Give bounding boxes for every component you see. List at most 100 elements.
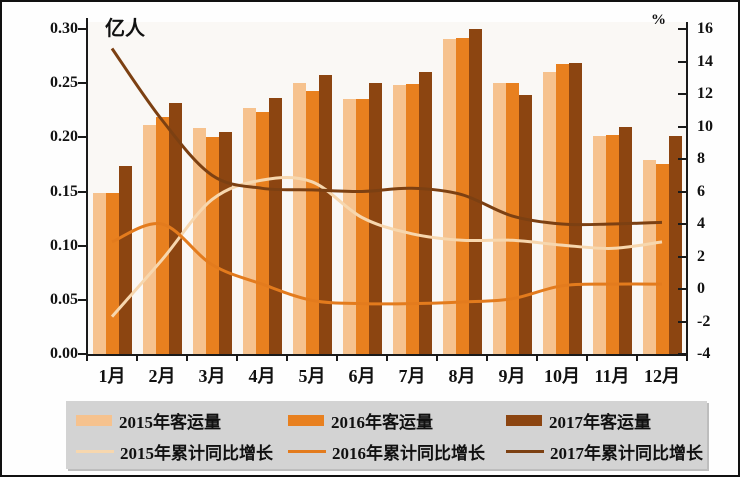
bar-2016-m11	[605, 135, 619, 354]
bar-2016-m12	[655, 164, 669, 354]
right-axis-tick-label: 14	[697, 52, 713, 70]
left-axis-tick-label: 0.20	[50, 128, 78, 146]
x-axis-label: 4月	[248, 366, 276, 386]
legend-item-line-2015: 2015年累计同比增长	[76, 436, 273, 466]
legend-bar-swatch	[288, 414, 324, 426]
x-axis-label: 9月	[498, 366, 526, 386]
right-axis-tick	[678, 255, 687, 258]
x-axis-tick	[636, 356, 638, 361]
left-axis-tick	[78, 82, 87, 85]
bar-2015-m11	[592, 136, 606, 354]
bar-2015-m10	[542, 72, 556, 354]
x-axis-label: 2月	[148, 366, 176, 386]
legend-label: 2015年客运量	[119, 412, 221, 432]
right-axis-tick-label: -2	[697, 312, 711, 330]
x-axis-label: 1月	[98, 366, 126, 386]
bar-2016-m2	[155, 116, 169, 354]
right-axis-tick	[678, 288, 687, 290]
bar-2015-m2	[142, 125, 156, 354]
right-axis-unit-label: %	[651, 12, 666, 28]
line-2017	[110, 47, 663, 227]
legend: 2015年客运量 2016年客运量 2017年客运量 2015年累计同比增长 2016年…	[66, 401, 707, 469]
legend-item-bars-2015: 2015年客运量	[76, 405, 221, 435]
right-axis-tick-label: 8	[697, 150, 705, 167]
legend-item-line-2017: 2017年累计同比增长	[506, 436, 703, 466]
x-axis-line	[86, 354, 688, 356]
left-axis-tick-label: 0.30	[50, 20, 78, 37]
legend-bar-swatch	[506, 414, 542, 426]
bar-2015-m6	[342, 99, 356, 354]
legend-line-swatch	[506, 449, 544, 453]
legend-label: 2017年累计同比增长	[550, 443, 703, 463]
right-axis-tick	[678, 190, 687, 193]
bar-2017-m8	[468, 29, 482, 354]
right-axis-tick	[678, 125, 687, 128]
bar-2017-m10	[568, 62, 582, 354]
x-axis-tick	[486, 356, 488, 361]
x-axis-label: 10月	[544, 366, 580, 386]
legend-label: 2017年客运量	[549, 412, 651, 432]
left-axis-tick	[78, 136, 87, 139]
legend-line-swatch	[76, 449, 114, 453]
x-axis-tick	[186, 356, 188, 361]
right-axis-tick-label: -4	[697, 345, 711, 362]
left-axis-unit-label: 亿人	[105, 18, 145, 40]
plot-area	[87, 22, 687, 354]
bar-2016-m4	[255, 112, 269, 354]
x-axis-label: 12月	[644, 366, 680, 386]
bar-2016-m5	[305, 90, 319, 354]
x-axis-tick	[286, 356, 288, 361]
x-axis-tick	[586, 356, 588, 361]
x-axis-tick	[386, 356, 388, 361]
right-axis-tick	[678, 28, 687, 30]
line-2016	[111, 222, 663, 306]
left-axis-tick-label: 0.10	[50, 236, 78, 254]
x-axis-tick	[686, 356, 688, 361]
x-axis-tick	[436, 356, 438, 361]
right-axis-tick	[678, 223, 687, 225]
right-axis-tick	[678, 353, 687, 355]
x-axis-tick	[536, 356, 538, 361]
x-axis-tick	[236, 356, 238, 361]
x-axis-label: 3月	[198, 366, 226, 386]
legend-item-bars-2016: 2016年客运量	[288, 405, 433, 435]
left-axis-tick-label: 0.00	[50, 345, 78, 362]
right-axis-tick	[678, 60, 687, 63]
right-axis-tick-label: 10	[697, 117, 713, 135]
bar-2017-m6	[368, 83, 382, 354]
left-axis-tick-label: 0.25	[50, 74, 78, 92]
bar-2017-m5	[318, 74, 332, 354]
right-axis-tick	[678, 93, 687, 95]
legend-item-line-2016: 2016年累计同比增长	[288, 436, 485, 466]
bar-2015-m3	[192, 127, 206, 354]
bar-2015-m5	[292, 83, 306, 354]
right-axis-tick-label: 12	[697, 85, 713, 102]
bar-2017-m2	[168, 102, 182, 354]
bar-2017-m9	[518, 95, 532, 354]
bar-2015-m7	[392, 85, 406, 354]
bar-2016-m6	[355, 99, 369, 354]
x-axis-label: 6月	[348, 366, 376, 386]
right-axis-tick-label: 16	[697, 20, 713, 37]
x-axis-tick	[336, 356, 338, 361]
left-axis-tick	[78, 298, 87, 301]
x-axis-label: 8月	[448, 366, 476, 386]
bar-2015-m1	[92, 192, 106, 354]
bar-2015-m8	[442, 38, 456, 354]
bar-2017-m3	[218, 131, 232, 354]
x-axis-label: 11月	[594, 366, 630, 386]
bar-2017-m11	[618, 126, 632, 354]
legend-label: 2016年客运量	[331, 412, 433, 432]
left-axis-tick	[78, 353, 87, 355]
bar-2015-m12	[642, 160, 656, 354]
bar-2015-m4	[242, 108, 256, 354]
line-2015	[110, 175, 663, 318]
right-axis-tick	[678, 320, 687, 323]
legend-label: 2016年累计同比增长	[332, 443, 485, 463]
legend-bar-swatch	[76, 414, 112, 426]
x-axis-tick	[136, 356, 138, 361]
bar-2016-m7	[405, 84, 419, 354]
bar-2016-m10	[555, 63, 569, 354]
